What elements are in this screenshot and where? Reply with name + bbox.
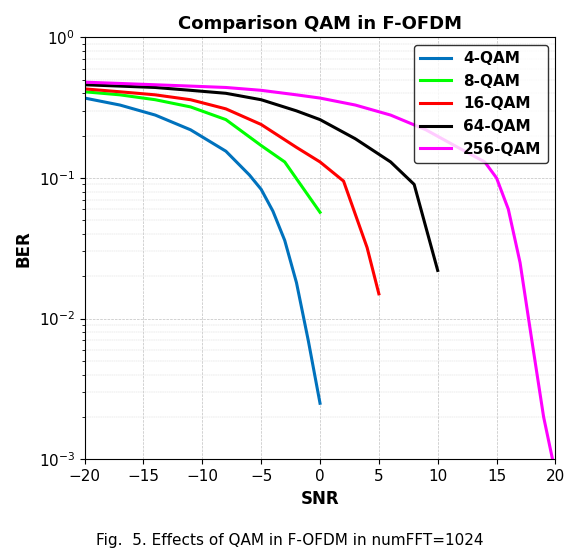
4-QAM (258, 186, 264, 192)
8-QAM (258, 142, 264, 149)
8-QAM (222, 116, 229, 123)
4-QAM (187, 126, 194, 133)
16-QAM (222, 106, 229, 112)
256-QAM (187, 83, 194, 90)
X-axis label: SNR: SNR (300, 490, 339, 508)
64-QAM (293, 108, 300, 114)
256-QAM (258, 87, 264, 94)
Title: Comparison QAM in F-OFDM: Comparison QAM in F-OFDM (178, 15, 462, 33)
16-QAM (317, 158, 324, 165)
64-QAM (434, 267, 441, 274)
64-QAM (81, 81, 88, 88)
Line: 4-QAM: 4-QAM (85, 98, 320, 403)
16-QAM (117, 89, 124, 95)
16-QAM (152, 91, 159, 98)
16-QAM (293, 144, 300, 151)
64-QAM (317, 116, 324, 123)
16-QAM (81, 86, 88, 92)
4-QAM (270, 208, 277, 214)
64-QAM (258, 96, 264, 103)
4-QAM (117, 102, 124, 108)
16-QAM (340, 178, 347, 184)
256-QAM (222, 84, 229, 91)
256-QAM (293, 91, 300, 98)
4-QAM (81, 95, 88, 101)
256-QAM (481, 158, 488, 165)
64-QAM (352, 135, 359, 142)
Legend: 4-QAM, 8-QAM, 16-QAM, 64-QAM, 256-QAM: 4-QAM, 8-QAM, 16-QAM, 64-QAM, 256-QAM (414, 45, 548, 163)
256-QAM (552, 470, 559, 476)
64-QAM (222, 90, 229, 97)
Line: 16-QAM: 16-QAM (85, 89, 379, 294)
4-QAM (222, 148, 229, 155)
Line: 8-QAM: 8-QAM (85, 92, 320, 212)
256-QAM (152, 81, 159, 88)
256-QAM (81, 79, 88, 85)
256-QAM (422, 126, 429, 133)
16-QAM (364, 244, 371, 251)
64-QAM (411, 181, 418, 188)
Y-axis label: BER: BER (15, 230, 33, 267)
256-QAM (458, 146, 465, 152)
256-QAM (517, 260, 524, 266)
8-QAM (117, 91, 124, 98)
64-QAM (117, 83, 124, 90)
Line: 256-QAM: 256-QAM (85, 82, 556, 473)
4-QAM (246, 172, 253, 178)
64-QAM (187, 87, 194, 94)
4-QAM (281, 237, 288, 244)
64-QAM (152, 84, 159, 91)
256-QAM (387, 112, 394, 118)
64-QAM (387, 158, 394, 165)
8-QAM (317, 209, 324, 216)
8-QAM (304, 192, 311, 199)
256-QAM (493, 175, 500, 182)
256-QAM (352, 102, 359, 108)
4-QAM (304, 337, 311, 344)
8-QAM (81, 89, 88, 95)
4-QAM (317, 400, 324, 406)
Text: Fig.  5. Effects of QAM in F-OFDM in numFFT=1024: Fig. 5. Effects of QAM in F-OFDM in numF… (96, 532, 484, 547)
8-QAM (187, 103, 194, 110)
256-QAM (540, 414, 547, 420)
256-QAM (528, 337, 535, 344)
16-QAM (187, 96, 194, 103)
256-QAM (317, 95, 324, 101)
16-QAM (258, 121, 264, 128)
4-QAM (152, 112, 159, 118)
256-QAM (117, 80, 124, 87)
4-QAM (293, 279, 300, 286)
8-QAM (152, 96, 159, 103)
Line: 64-QAM: 64-QAM (85, 85, 438, 271)
16-QAM (375, 290, 382, 297)
8-QAM (281, 158, 288, 165)
256-QAM (505, 206, 512, 212)
